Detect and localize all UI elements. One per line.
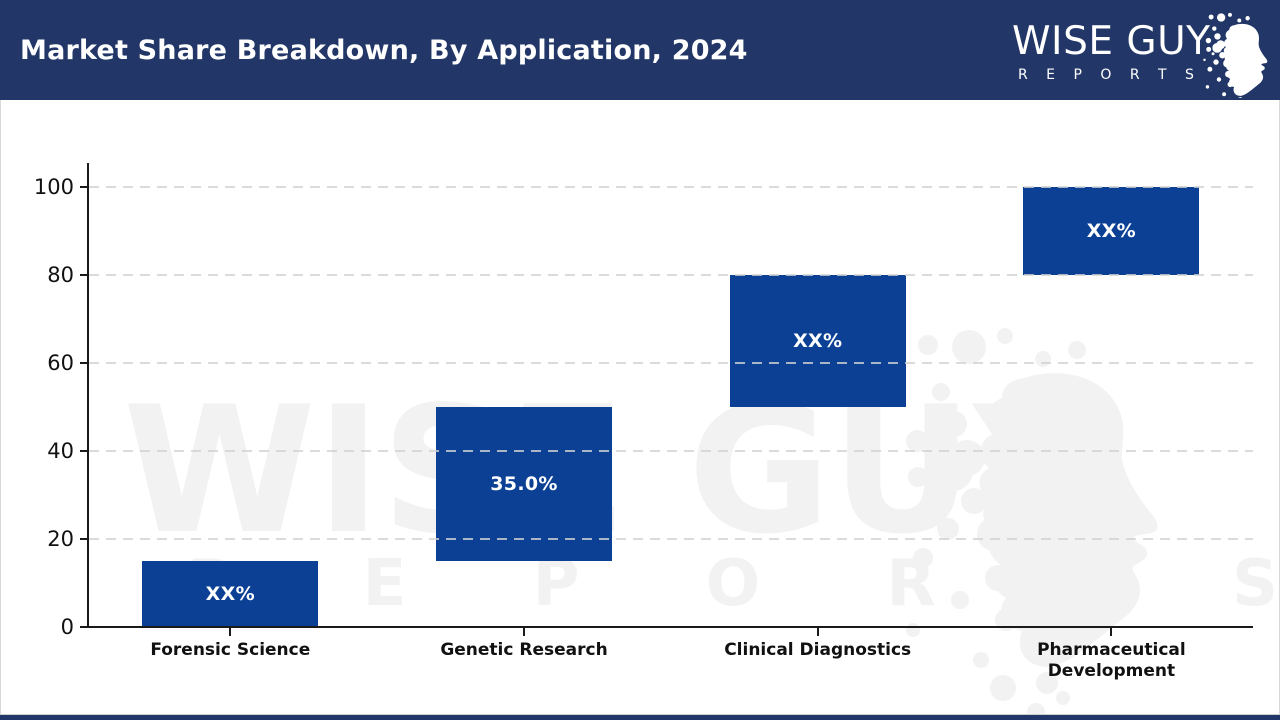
footer-bar — [0, 714, 1280, 720]
y-tick-mark — [80, 186, 89, 188]
x-category-label: Forensic Science — [150, 640, 311, 660]
y-tick-label: 100 — [33, 175, 74, 199]
y-tick-mark — [80, 538, 89, 540]
y-tick-label: 60 — [47, 351, 74, 375]
page-title: Market Share Breakdown, By Application, … — [20, 34, 748, 66]
bar-value-label: 35.0% — [490, 473, 558, 495]
bar-value-label: XX% — [205, 583, 255, 605]
gridline — [89, 450, 1253, 452]
header: Market Share Breakdown, By Application, … — [0, 0, 1280, 100]
y-tick-label: 80 — [47, 263, 74, 287]
y-tick-mark — [80, 626, 89, 628]
y-tick-label: 20 — [47, 527, 74, 551]
y-tick-mark — [80, 362, 89, 364]
bar-clinical-diagnostics: XX% — [729, 275, 906, 407]
gridline — [89, 538, 1253, 540]
bar-forensic-science: XX% — [142, 561, 319, 627]
gridline — [89, 362, 1253, 364]
bar-pharmaceutical-development: XX% — [1023, 187, 1200, 275]
logo-subtext: R E P O R T S — [1018, 67, 1201, 83]
logo-text: WISE GUY — [1012, 19, 1210, 64]
x-axis-line — [87, 626, 1253, 628]
bar-value-label: XX% — [793, 330, 843, 352]
wiseguy-logo: WISE GUY R E P O R T S — [1012, 12, 1268, 98]
bar-genetic-research: 35.0% — [436, 407, 612, 561]
x-category-label: Clinical Diagnostics — [724, 640, 912, 660]
x-tick-mark — [816, 628, 819, 636]
gridline — [89, 274, 1253, 276]
y-tick-label: 40 — [47, 439, 74, 463]
x-tick-mark — [523, 628, 525, 636]
gridline — [89, 186, 1253, 188]
x-tick-mark — [1110, 628, 1113, 636]
bar-value-label: XX% — [1086, 220, 1137, 242]
y-tick-mark — [80, 450, 89, 452]
y-axis-line — [87, 163, 89, 628]
x-category-label: Genetic Research — [440, 640, 608, 660]
x-tick-mark — [229, 628, 232, 636]
y-tick-mark — [80, 274, 89, 276]
logo-head-icon — [1203, 12, 1268, 98]
x-category-label: Pharmaceutical Development — [1037, 640, 1186, 682]
y-tick-label: 0 — [60, 615, 74, 639]
